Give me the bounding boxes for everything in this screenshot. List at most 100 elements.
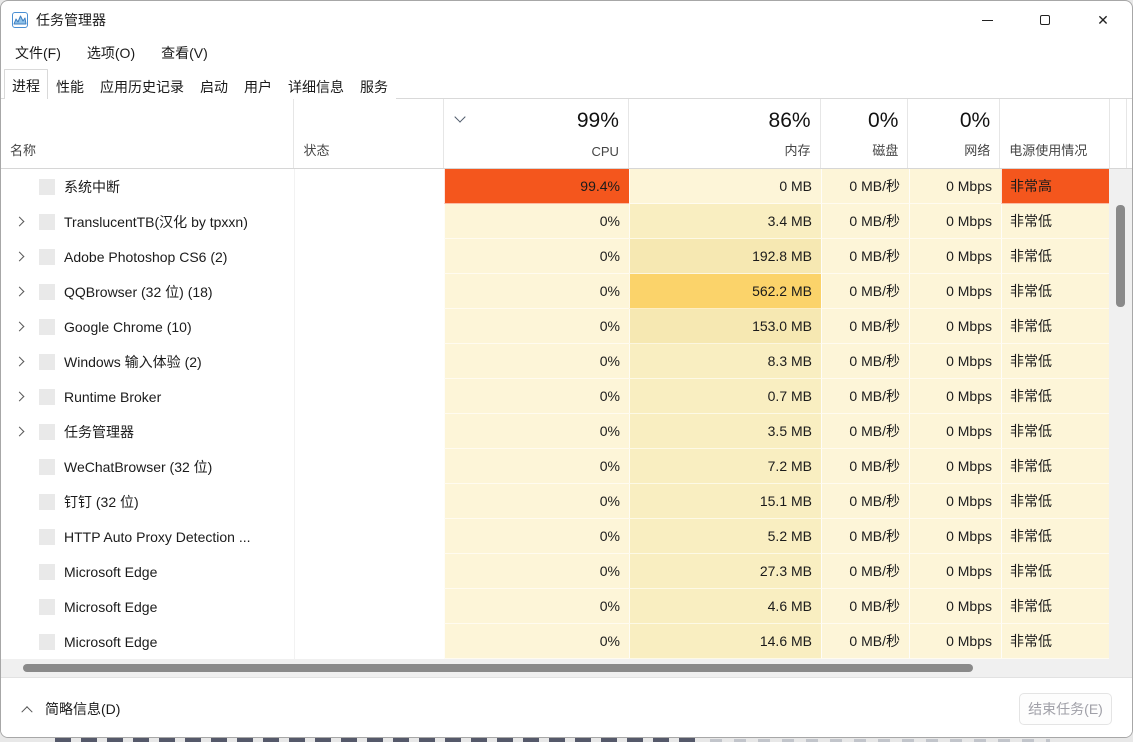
status-cell [294,344,444,379]
table-row[interactable]: 任务管理器 0% 3.5 MB 0 MB/秒 0 Mbps 非常低 [1,414,1132,449]
status-cell [294,274,444,309]
power-cell: 非常低 [1001,204,1111,239]
disk-cell: 0 MB/秒 [821,449,909,484]
disk-cell: 0 MB/秒 [821,414,909,449]
table-row[interactable]: Google Chrome (10) 0% 153.0 MB 0 MB/秒 0 … [1,309,1132,344]
status-cell [294,484,444,519]
chevron-right-icon[interactable] [14,216,25,227]
app-icon [39,528,55,545]
table-row[interactable]: Microsoft Edge 0% 14.6 MB 0 MB/秒 0 Mbps … [1,624,1132,659]
network-cell: 0 Mbps [909,519,1001,554]
vertical-scrollbar[interactable] [1109,169,1132,659]
table-row[interactable]: Microsoft Edge 0% 4.6 MB 0 MB/秒 0 Mbps 非… [1,589,1132,624]
network-cell: 0 Mbps [909,624,1001,659]
column-header-cpu[interactable]: 99% CPU [443,99,628,168]
cpu-cell: 0% [444,519,629,554]
table-row[interactable]: QQBrowser (32 位) (18) 0% 562.2 MB 0 MB/秒… [1,274,1132,309]
power-cell: 非常低 [1001,449,1111,484]
taskbar-fragment [710,739,1050,742]
app-icon [39,248,55,265]
app-icon [39,388,55,405]
network-column-label: 网络 [964,143,991,158]
table-row[interactable]: Microsoft Edge 0% 27.3 MB 0 MB/秒 0 Mbps … [1,554,1132,589]
memory-cell: 8.3 MB [629,344,821,379]
cpu-cell: 0% [444,624,629,659]
chevron-right-icon[interactable] [14,391,25,402]
column-header-network[interactable]: 0% 网络 [907,99,999,168]
close-button[interactable]: ✕ [1074,1,1132,39]
power-cell: 非常低 [1001,624,1111,659]
process-name: 钉钉 (32 位) [64,493,139,510]
chevron-right-icon[interactable] [14,286,25,297]
chevron-right-icon[interactable] [14,356,25,367]
menu-item[interactable]: 文件(F) [15,45,61,61]
disk-cell: 0 MB/秒 [821,624,909,659]
menu-item[interactable]: 查看(V) [161,45,208,61]
memory-cell: 153.0 MB [629,309,821,344]
table-row[interactable]: Windows 输入体验 (2) 0% 8.3 MB 0 MB/秒 0 Mbps… [1,344,1132,379]
status-cell [294,519,444,554]
minimize-icon [981,19,993,21]
column-header-status[interactable]: 状态 [293,99,443,168]
titlebar: 任务管理器 ✕ [1,1,1132,39]
maximize-button[interactable] [1016,1,1074,39]
horizontal-scrollbar-thumb[interactable] [23,664,973,672]
column-header-disk[interactable]: 0% 磁盘 [819,99,908,168]
disk-cell: 0 MB/秒 [821,204,909,239]
power-cell: 非常低 [1001,344,1111,379]
tab[interactable]: 应用历史记录 [92,73,192,99]
disk-cell: 0 MB/秒 [821,239,909,274]
process-name: Microsoft Edge [64,633,158,650]
table-row[interactable]: Adobe Photoshop CS6 (2) 0% 192.8 MB 0 MB… [1,239,1132,274]
chevron-right-icon[interactable] [14,426,25,437]
table-row[interactable]: 钉钉 (32 位) 0% 15.1 MB 0 MB/秒 0 Mbps 非常低 [1,484,1132,519]
table-row[interactable]: TranslucentTB(汉化 by tpxxn) 0% 3.4 MB 0 M… [1,204,1132,239]
footer-bar: 简略信息(D) 结束任务(E) [1,677,1132,737]
disk-cell: 0 MB/秒 [821,169,909,204]
power-column-label: 电源使用情况 [1009,143,1088,158]
cpu-cell: 0% [444,344,629,379]
power-cell: 非常低 [1001,414,1111,449]
app-icon [39,598,55,615]
vertical-scrollbar-thumb[interactable] [1116,205,1125,307]
tab[interactable]: 服务 [352,73,396,99]
process-name: Adobe Photoshop CS6 (2) [64,248,228,265]
tab[interactable]: 性能 [48,73,92,99]
tab-strip: 进程 性能 应用历史记录 启动 用户 详细信息 服务 [1,67,1132,99]
table-row[interactable]: 系统中断 99.4% 0 MB 0 MB/秒 0 Mbps 非常高 [1,169,1132,204]
tab[interactable]: 详细信息 [280,73,352,99]
column-header-power[interactable]: 电源使用情况 [999,99,1109,168]
minimize-button[interactable] [958,1,1016,39]
end-task-button[interactable]: 结束任务(E) [1019,692,1112,725]
status-cell [294,239,444,274]
cpu-cell: 0% [444,449,629,484]
disk-column-label: 磁盘 [872,143,899,158]
network-cell: 0 Mbps [909,169,1001,204]
close-icon: ✕ [1097,12,1109,28]
menu-item[interactable]: 选项(O) [86,45,136,61]
network-cell: 0 Mbps [909,309,1001,344]
table-row[interactable]: Runtime Broker 0% 0.7 MB 0 MB/秒 0 Mbps 非… [1,379,1132,414]
details-toggle[interactable]: 简略信息(D) [21,699,120,719]
process-name: 任务管理器 [64,423,134,440]
network-cell: 0 Mbps [909,589,1001,624]
cpu-column-label: CPU [591,144,619,159]
power-cell: 非常低 [1001,239,1111,274]
disk-cell: 0 MB/秒 [821,274,909,309]
table-row[interactable]: HTTP Auto Proxy Detection ... 0% 5.2 MB … [1,519,1132,554]
cpu-cell: 0% [444,589,629,624]
cpu-cell: 99.4% [444,169,629,204]
name-cell: HTTP Auto Proxy Detection ... [1,519,294,554]
horizontal-scrollbar[interactable] [1,659,1132,677]
chevron-right-icon[interactable] [14,321,25,332]
column-header-memory[interactable]: 86% 内存 [627,99,820,168]
memory-cell: 3.4 MB [629,204,821,239]
chevron-right-icon[interactable] [14,251,25,262]
table-row[interactable]: WeChatBrowser (32 位) 0% 7.2 MB 0 MB/秒 0 … [1,449,1132,484]
process-name: 系统中断 [64,178,120,195]
menu-bar: 文件(F) 选项(O) 查看(V) [1,39,1132,67]
tab[interactable]: 用户 [236,73,280,99]
tab[interactable]: 启动 [192,73,236,99]
tab[interactable]: 进程 [4,69,48,99]
column-header-name[interactable]: 名称 [1,99,293,168]
